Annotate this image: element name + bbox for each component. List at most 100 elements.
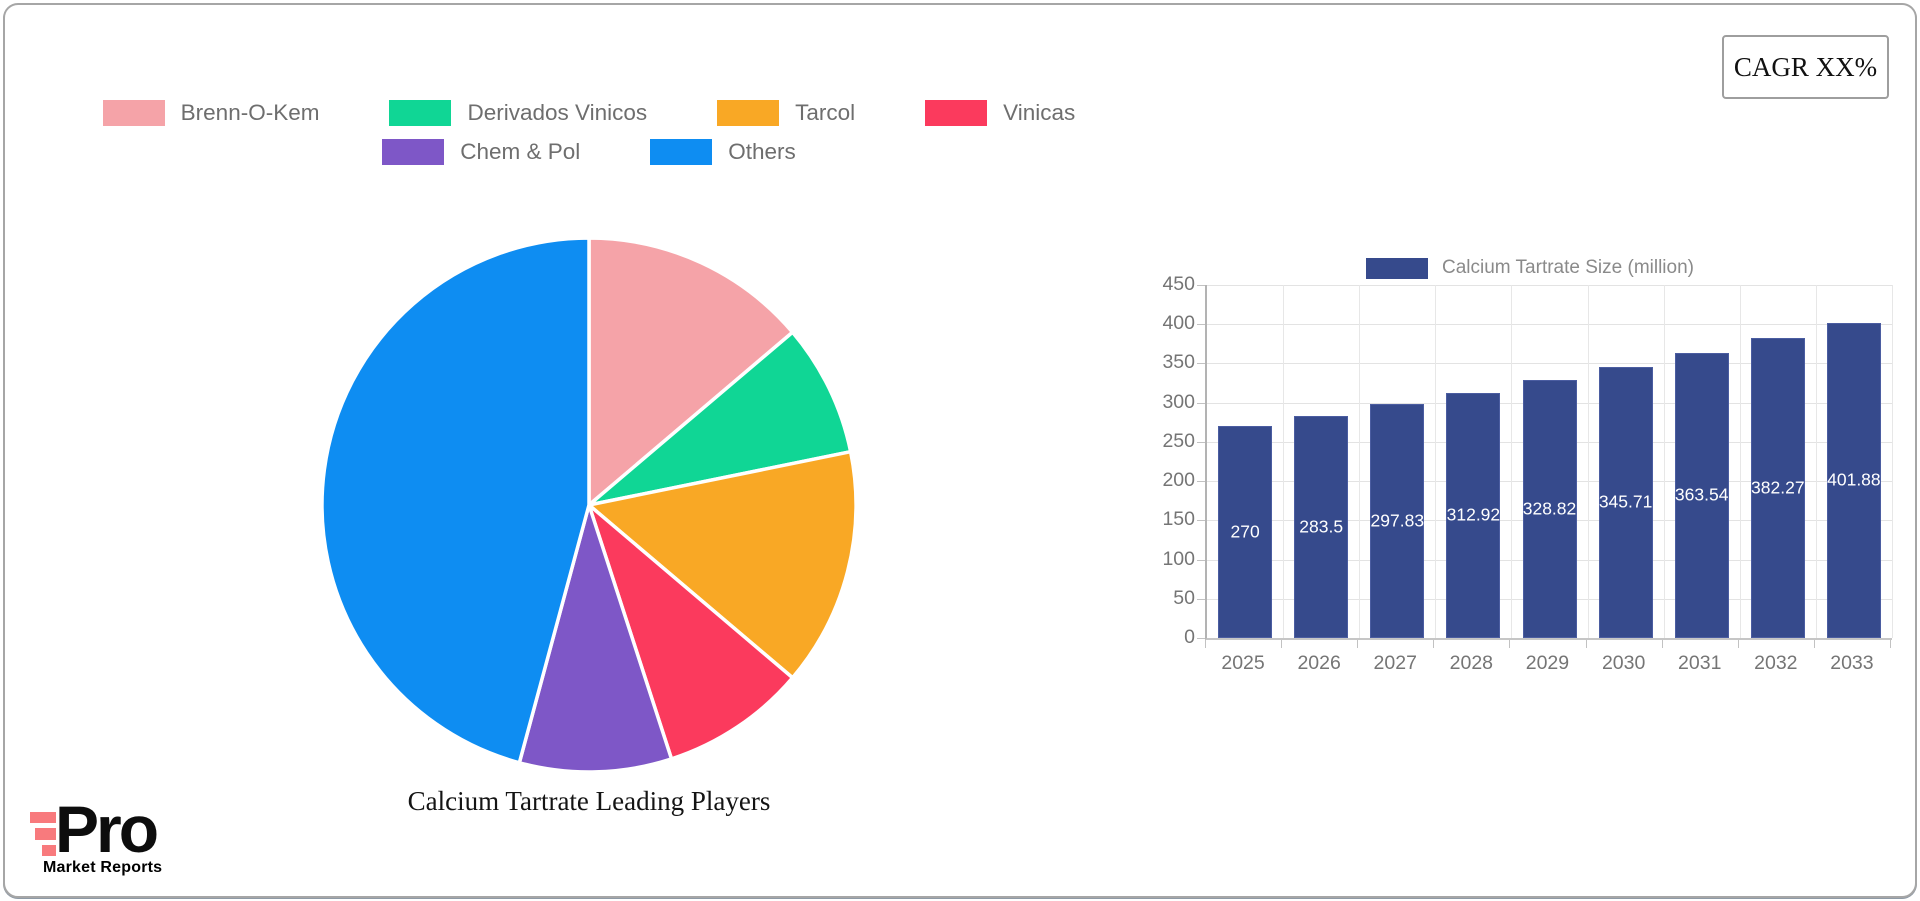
bar-2030: 345.71 xyxy=(1598,366,1653,638)
pie-slice-brenn-o-kem xyxy=(587,236,795,507)
bar-2028: 312.92 xyxy=(1446,392,1501,638)
gridline-vertical xyxy=(1511,285,1513,638)
pie-slice-chem-pol xyxy=(517,503,674,774)
x-axis-tick-mark xyxy=(1357,640,1359,648)
legend-label: Derivados Vinicos xyxy=(467,100,648,125)
bar-value-label: 283.5 xyxy=(1299,516,1344,537)
y-axis-tick-label: 350 xyxy=(1162,351,1195,374)
pie-slice-others xyxy=(320,236,591,765)
y-axis-tick-label: 0 xyxy=(1184,626,1195,648)
pie-legend-row-1: Brenn-O-Kem Derivados Vinicos Tarcol Vinica… xyxy=(102,100,1076,126)
legend-label: Vinicas xyxy=(1003,100,1076,125)
y-axis-tick-mark xyxy=(1197,481,1205,483)
cagr-badge: CAGR XX% xyxy=(1722,35,1889,99)
bar-2025: 270 xyxy=(1218,426,1273,638)
bar-legend-label: Calcium Tartrate Size (million) xyxy=(1442,257,1694,278)
pie-slice-tarcol xyxy=(587,449,858,680)
gridline-horizontal xyxy=(1207,285,1892,286)
pie-legend-item-derivados-vinicos: Derivados Vinicos xyxy=(389,100,647,126)
bar-value-label: 312.92 xyxy=(1446,504,1501,525)
x-axis-tick-label: 2028 xyxy=(1449,652,1494,674)
y-axis-tick-mark xyxy=(1197,638,1205,639)
pie-legend: Brenn-O-Kem Derivados Vinicos Tarcol Vinica… xyxy=(10,100,1168,165)
legend-swatch xyxy=(650,139,713,165)
gridline-vertical xyxy=(1739,285,1741,638)
x-axis-tick-label: 2025 xyxy=(1221,652,1265,674)
pie-legend-item-brenn-o-kem: Brenn-O-Kem xyxy=(102,100,320,126)
x-axis-tick-mark xyxy=(1737,640,1739,648)
bar-value-label: 328.82 xyxy=(1522,498,1577,519)
y-axis-tick-label: 50 xyxy=(1173,586,1195,609)
x-axis-tick-mark xyxy=(1205,640,1206,648)
x-axis-tick-label: 2031 xyxy=(1678,652,1722,674)
logo-brand-text: Pro xyxy=(55,792,159,866)
gridline-vertical xyxy=(1815,285,1817,638)
bar-chart-legend: Calcium Tartrate Size (million) xyxy=(1366,257,1694,279)
y-axis-tick-mark xyxy=(1197,441,1205,443)
y-axis-tick-mark xyxy=(1197,520,1205,522)
bar-2031: 363.54 xyxy=(1674,352,1729,638)
legend-swatch xyxy=(389,100,452,126)
x-axis-tick-mark xyxy=(1433,640,1435,648)
x-axis-tick-label: 2032 xyxy=(1754,652,1798,674)
gridline-vertical xyxy=(1359,285,1361,638)
legend-label: Tarcol xyxy=(795,100,856,125)
bar-value-label: 345.71 xyxy=(1598,491,1653,512)
gridline-vertical xyxy=(1663,285,1665,638)
gridline-horizontal xyxy=(1207,324,1892,326)
y-axis-tick-label: 450 xyxy=(1162,273,1195,295)
y-axis-tick-label: 100 xyxy=(1162,547,1195,570)
x-axis-tick-mark xyxy=(1890,640,1891,648)
x-axis-tick-label: 2026 xyxy=(1297,652,1341,674)
legend-swatch xyxy=(102,100,165,126)
pie-legend-row-2: Chem & Pol Others xyxy=(382,139,796,165)
legend-swatch xyxy=(717,100,780,126)
legend-swatch xyxy=(925,100,988,126)
logo-bar-icon xyxy=(35,828,56,840)
x-axis-tick-mark xyxy=(1813,640,1815,648)
pie-slice-vinicas xyxy=(587,503,795,761)
bar-legend-swatch xyxy=(1366,257,1428,279)
bar-2032: 382.27 xyxy=(1750,338,1805,638)
gridline-vertical xyxy=(1283,285,1285,638)
pie-legend-item-chem-pol: Chem & Pol xyxy=(382,139,580,165)
y-axis-tick-label: 250 xyxy=(1162,429,1195,452)
x-axis-tick-label: 2029 xyxy=(1525,652,1570,674)
y-axis-tick-mark xyxy=(1197,598,1205,600)
y-axis-tick-label: 150 xyxy=(1162,508,1195,531)
bar-chart-plot-area: 270 283.5 297.83 312.92 328.82 345.71 363.54 38… xyxy=(1205,285,1893,640)
legend-label: Chem & Pol xyxy=(460,139,581,164)
y-axis-tick-mark xyxy=(1197,285,1205,286)
pie-slice-derivados-vinicos xyxy=(587,330,853,507)
pro-market-reports-logo: Pro Market Reports xyxy=(30,792,163,877)
gridline-horizontal xyxy=(1207,363,1892,365)
pie-legend-item-tarcol: Tarcol xyxy=(717,100,855,126)
legend-label: Others xyxy=(728,139,796,164)
logo-bar-icon xyxy=(30,812,56,823)
x-axis-tick-mark xyxy=(1661,640,1663,648)
legend-swatch xyxy=(382,139,445,165)
pie-chart xyxy=(320,236,858,774)
logo-bars-icon xyxy=(30,802,56,856)
logo-subtitle-text: Market Reports xyxy=(43,859,163,876)
bar-value-label: 297.83 xyxy=(1370,510,1425,531)
pie-chart-title: Calcium Tartrate Leading Players xyxy=(407,786,771,816)
bar-2033: 401.88 xyxy=(1826,322,1881,638)
bar-2026: 283.5 xyxy=(1294,415,1349,638)
x-axis-tick-label: 2030 xyxy=(1601,652,1646,674)
y-axis-tick-mark xyxy=(1197,559,1205,561)
bar-2027: 297.83 xyxy=(1370,404,1425,638)
legend-label: Brenn-O-Kem xyxy=(180,100,320,125)
bar-value-label: 363.54 xyxy=(1674,484,1729,505)
y-axis-tick-label: 400 xyxy=(1162,312,1195,335)
bar-value-label: 382.27 xyxy=(1751,477,1805,498)
gridline-vertical xyxy=(1587,285,1589,638)
gridline-vertical xyxy=(1435,285,1437,638)
pie-legend-item-others: Others xyxy=(650,139,796,165)
bar-value-label: 401.88 xyxy=(1827,469,1881,490)
x-axis-tick-label: 2027 xyxy=(1373,652,1417,674)
bar-2029: 328.82 xyxy=(1522,380,1577,638)
x-axis-tick-mark xyxy=(1281,640,1283,648)
y-axis-tick-label: 200 xyxy=(1162,469,1195,492)
x-axis-tick-mark xyxy=(1509,640,1511,648)
